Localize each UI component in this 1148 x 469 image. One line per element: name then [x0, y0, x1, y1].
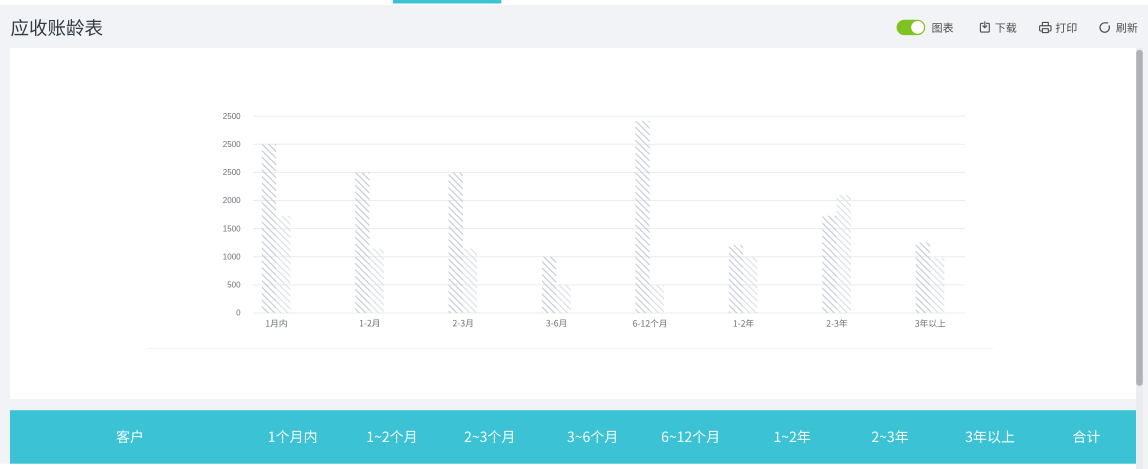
svg-text:0: 0 — [236, 309, 241, 318]
svg-text:2500: 2500 — [223, 112, 241, 121]
svg-text:500: 500 — [227, 281, 241, 290]
svg-text:2000: 2000 — [223, 196, 241, 205]
svg-text:2500: 2500 — [223, 168, 241, 177]
svg-text:1000: 1000 — [223, 252, 241, 261]
svg-text:1500: 1500 — [223, 224, 241, 233]
svg-text:2500: 2500 — [223, 140, 241, 149]
